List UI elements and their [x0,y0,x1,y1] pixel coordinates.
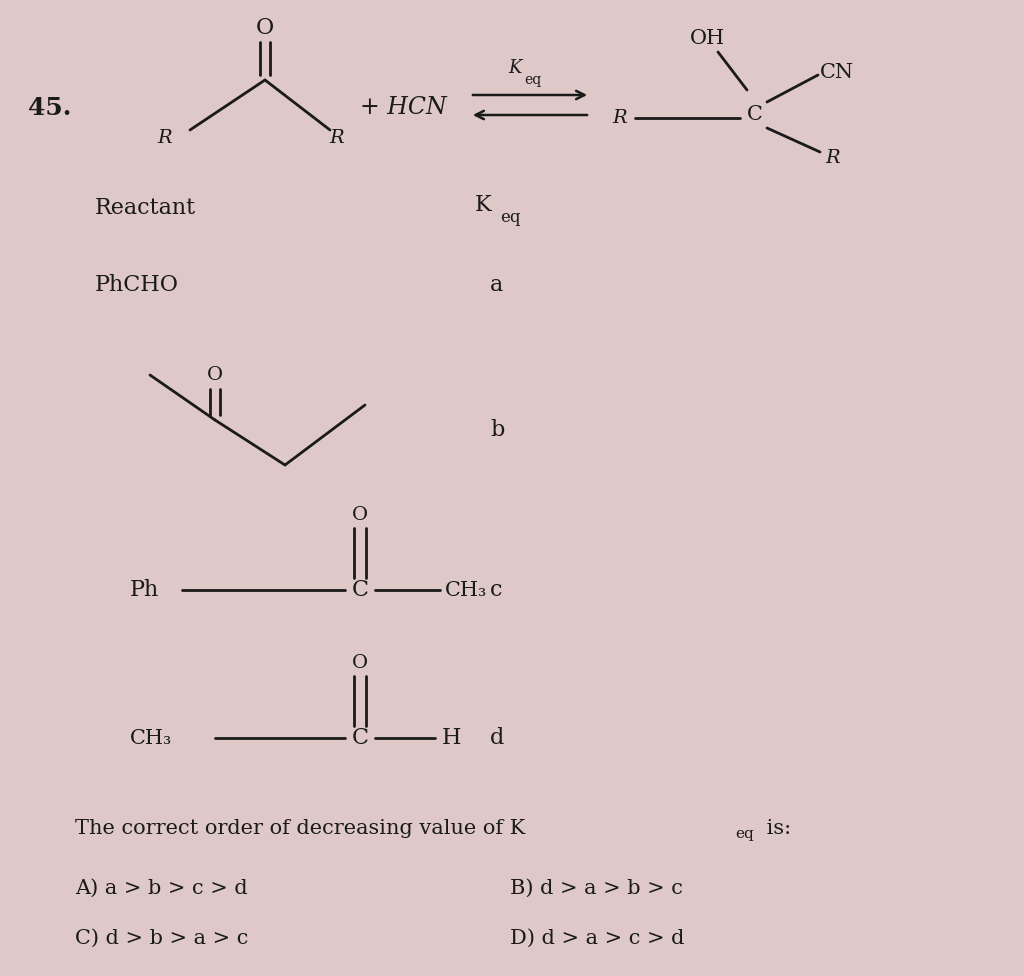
Text: O: O [352,506,368,524]
Text: O: O [352,654,368,672]
Text: 45.: 45. [28,96,72,120]
Text: R: R [158,129,172,147]
Text: Reactant: Reactant [95,197,197,219]
Text: eq: eq [500,210,520,226]
Text: c: c [490,579,503,601]
Text: eq: eq [735,827,754,841]
Text: C: C [351,579,369,601]
Text: + HCN: + HCN [360,97,446,119]
Text: a: a [490,274,503,296]
Text: K: K [508,59,522,77]
Text: D) d > a > c > d: D) d > a > c > d [510,928,684,948]
Text: OH: OH [690,28,725,48]
Text: O: O [207,366,223,384]
Text: C: C [748,105,763,125]
Text: CN: CN [820,62,854,82]
Text: d: d [490,727,505,749]
Text: K: K [475,194,492,216]
Text: A) a > b > c > d: A) a > b > c > d [75,878,248,898]
Text: B) d > a > b > c: B) d > a > b > c [510,878,683,898]
Text: CH₃: CH₃ [445,581,487,599]
Text: O: O [256,17,274,39]
Text: R: R [612,109,628,127]
Text: R: R [330,129,344,147]
Text: is:: is: [760,819,792,837]
Text: R: R [825,149,840,167]
Text: eq: eq [524,73,542,87]
Text: C: C [351,727,369,749]
Text: H: H [442,727,462,749]
Text: CH₃: CH₃ [130,728,172,748]
Text: The correct order of decreasing value of K: The correct order of decreasing value of… [75,819,525,837]
Text: PhCHO: PhCHO [95,274,179,296]
Text: b: b [490,419,505,441]
Text: C) d > b > a > c: C) d > b > a > c [75,928,249,948]
Text: Ph: Ph [130,579,160,601]
